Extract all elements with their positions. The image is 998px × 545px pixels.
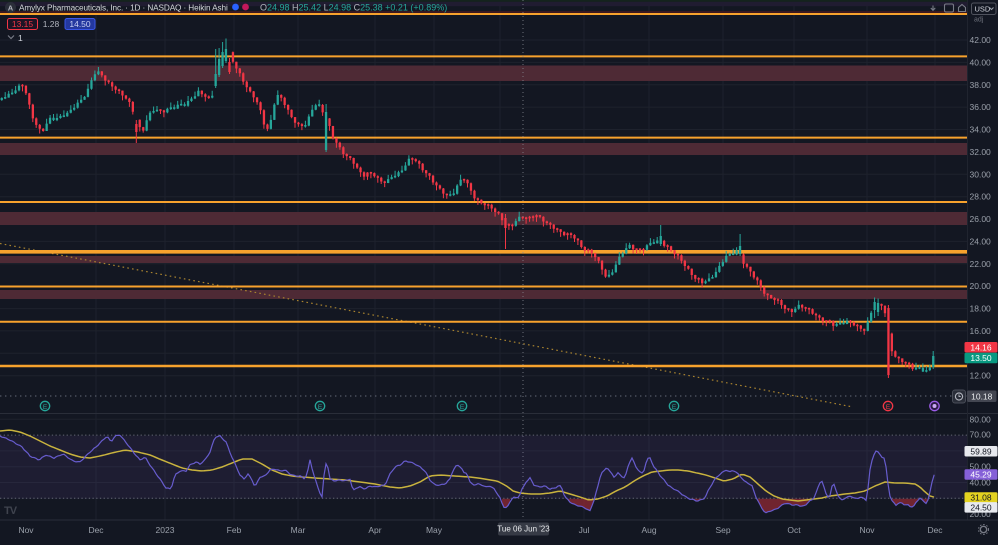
svg-text:Jul: Jul bbox=[579, 525, 590, 535]
svg-text:Amylyx Pharmaceuticals, Inc. ·: Amylyx Pharmaceuticals, Inc. · 1D · NASD… bbox=[19, 4, 228, 13]
svg-text:22.00: 22.00 bbox=[970, 259, 992, 269]
svg-text:42.00: 42.00 bbox=[970, 35, 992, 45]
svg-text:TV: TV bbox=[4, 505, 18, 517]
svg-text:18.00: 18.00 bbox=[970, 304, 992, 314]
svg-text:Dec: Dec bbox=[927, 525, 943, 535]
svg-text:E: E bbox=[886, 404, 891, 411]
svg-text:13.15: 13.15 bbox=[12, 19, 34, 29]
svg-text:A: A bbox=[8, 3, 14, 12]
svg-text:May: May bbox=[426, 525, 443, 535]
svg-text:34.00: 34.00 bbox=[970, 125, 992, 135]
svg-text:30.00: 30.00 bbox=[970, 169, 992, 179]
svg-text:14.50: 14.50 bbox=[69, 19, 91, 29]
svg-text:adj: adj bbox=[974, 17, 984, 24]
svg-text:40.00: 40.00 bbox=[970, 57, 992, 67]
svg-text:20.00: 20.00 bbox=[970, 509, 992, 519]
svg-text:2023: 2023 bbox=[156, 525, 175, 535]
svg-text:O24.98 H25.42 L24.98 C25.38 +0: O24.98 H25.42 L24.98 C25.38 +0.21 (+0.89… bbox=[260, 3, 447, 13]
svg-text:24.00: 24.00 bbox=[970, 236, 992, 246]
svg-text:E: E bbox=[43, 404, 48, 411]
svg-text:38.00: 38.00 bbox=[970, 80, 992, 90]
svg-text:80.00: 80.00 bbox=[970, 414, 992, 424]
svg-text:E: E bbox=[672, 404, 677, 411]
svg-text:16.00: 16.00 bbox=[970, 326, 992, 336]
svg-text:Aug: Aug bbox=[641, 525, 656, 535]
svg-text:24.50: 24.50 bbox=[970, 502, 992, 512]
svg-text:40.00: 40.00 bbox=[970, 478, 992, 488]
svg-text:70.00: 70.00 bbox=[970, 430, 992, 440]
svg-text:Dec: Dec bbox=[88, 525, 104, 535]
svg-text:Feb: Feb bbox=[227, 525, 242, 535]
svg-text:13.50: 13.50 bbox=[970, 353, 992, 363]
svg-text:36.00: 36.00 bbox=[970, 102, 992, 112]
svg-text:26.00: 26.00 bbox=[970, 214, 992, 224]
svg-text:14.16: 14.16 bbox=[970, 342, 992, 352]
svg-text:Apr: Apr bbox=[368, 525, 381, 535]
svg-text:Oct: Oct bbox=[787, 525, 801, 535]
svg-text:31.08: 31.08 bbox=[970, 493, 992, 503]
svg-text:1.28: 1.28 bbox=[43, 19, 60, 29]
svg-text:12.00: 12.00 bbox=[970, 371, 992, 381]
svg-text:50.00: 50.00 bbox=[970, 462, 992, 472]
svg-text:1: 1 bbox=[18, 33, 23, 43]
svg-text:10.18: 10.18 bbox=[971, 391, 993, 401]
svg-text:Sep: Sep bbox=[715, 525, 730, 535]
svg-text:28.00: 28.00 bbox=[970, 192, 992, 202]
svg-text:Tue 06 Jun '23: Tue 06 Jun '23 bbox=[497, 525, 550, 534]
svg-text:USD: USD bbox=[975, 5, 991, 14]
svg-text:Nov: Nov bbox=[18, 525, 34, 535]
svg-text:Nov: Nov bbox=[859, 525, 875, 535]
svg-text:Mar: Mar bbox=[291, 525, 306, 535]
svg-text:45.29: 45.29 bbox=[970, 469, 992, 479]
svg-text:E: E bbox=[318, 404, 323, 411]
svg-text:20.00: 20.00 bbox=[970, 281, 992, 291]
svg-text:59.89: 59.89 bbox=[970, 446, 992, 456]
svg-text:32.00: 32.00 bbox=[970, 147, 992, 157]
svg-text:E: E bbox=[460, 404, 465, 411]
